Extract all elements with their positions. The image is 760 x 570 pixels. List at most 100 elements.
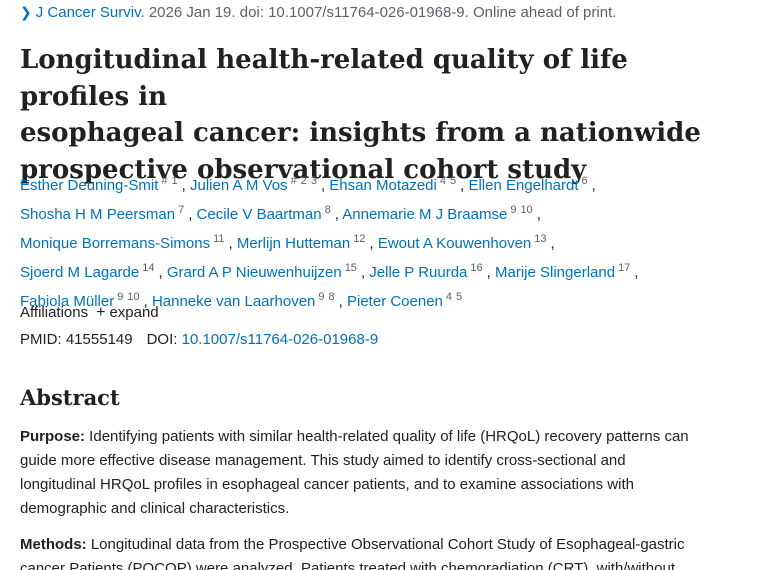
affiliations-label[interactable]: Affiliations	[20, 304, 89, 321]
affiliation-marker[interactable]: 8	[324, 204, 331, 216]
author-line: Monique Borremans-Simons 11, Merlijn Hutt…	[20, 227, 740, 256]
affiliation-marker[interactable]: 15	[344, 262, 357, 274]
affiliation-marker[interactable]: 10	[520, 204, 533, 216]
affiliation-marker[interactable]: 9	[510, 204, 517, 216]
author-separator: ,	[338, 293, 347, 310]
citation-details: 2026 Jan 19. doi: 10.1007/s11764-026-019…	[148, 4, 617, 21]
affiliation-marker[interactable]: 16	[470, 262, 483, 274]
author-link[interactable]: Julien A M Vos	[190, 177, 288, 194]
author-separator: ,	[360, 264, 370, 281]
author-separator: ,	[320, 177, 330, 194]
affiliation-markers[interactable]: 17	[618, 262, 634, 274]
plus-icon[interactable]: +	[96, 304, 106, 321]
author-link[interactable]: Hanneke van Laarhoven	[151, 293, 316, 310]
affiliation-marker[interactable]: 1	[171, 175, 178, 187]
affiliation-marker[interactable]: 9	[117, 291, 124, 303]
affiliation-marker[interactable]: 17	[618, 262, 631, 274]
author-list: Esther Deuning-Smit #1, Julien A M Vos #2 3…	[20, 169, 740, 314]
abstract-line: Methods: Longitudinal data from the Pros…	[20, 536, 685, 553]
author-link[interactable]: Esther Deuning-Smit	[20, 177, 159, 194]
abstract-line: guide more effective disease management.…	[20, 452, 626, 469]
pmid-label: PMID:	[20, 331, 62, 348]
author-line: Shosha H M Peersman 7, Cecile V Baartman 8…	[20, 198, 740, 227]
abstract-line: cancer Patients (POCOP) were analyzed. P…	[20, 560, 676, 570]
author-link[interactable]: Marije Slingerland	[495, 264, 616, 281]
author-link[interactable]: Cecile V Baartman	[196, 206, 322, 223]
author-separator: ,	[486, 264, 495, 281]
author-link[interactable]: Monique Borremans-Simons	[20, 235, 211, 252]
affiliation-marker[interactable]: 5	[456, 291, 463, 303]
affiliation-marker[interactable]: 3	[310, 175, 317, 187]
article-title: Longitudinal health-related quality of l…	[20, 42, 745, 188]
affiliation-marker[interactable]: 13	[534, 233, 547, 245]
affiliation-marker[interactable]: 8	[328, 291, 335, 303]
author-link[interactable]: Merlijn Hutteman	[236, 235, 351, 252]
purpose-label: Purpose:	[20, 428, 86, 445]
affiliation-markers[interactable]: 9 10	[510, 204, 536, 216]
affiliation-markers[interactable]: 9 10	[117, 291, 143, 303]
author-separator: ,	[143, 293, 152, 310]
chevron-right-icon[interactable]: ❯	[20, 4, 32, 20]
author-link[interactable]: Sjoerd M Lagarde	[20, 264, 140, 281]
identifiers: PMID: 41555149 DOI: 10.1007/s11764-026-01…	[20, 331, 378, 348]
affiliation-marker[interactable]: 2	[300, 175, 307, 187]
affiliation-markers[interactable]: 13	[534, 233, 550, 245]
author-link[interactable]: Ehsan Motazedi	[329, 177, 437, 194]
methods-label: Methods:	[20, 536, 87, 553]
pmid-value: 41555149	[65, 331, 133, 348]
affiliation-marker[interactable]: 11	[213, 233, 225, 245]
author-line: Fabiola Müller 9 10, Hanneke van Laarhoven…	[20, 285, 740, 314]
author-link[interactable]: Fabiola Müller	[20, 293, 115, 310]
citation-line: ❯ J Cancer Surviv. 2026 Jan 19. doi: 10.1…	[20, 4, 616, 21]
journal-link[interactable]: J Cancer Surviv.	[35, 4, 145, 21]
affiliations-toggle[interactable]: Affiliations + expand	[20, 304, 159, 322]
title-line: Longitudinal health-related quality of l…	[20, 45, 628, 112]
affiliation-markers[interactable]: 14	[142, 262, 158, 274]
affiliation-marker[interactable]: 9	[318, 291, 325, 303]
author-separator: ,	[460, 177, 469, 194]
affiliation-marker[interactable]: 10	[127, 291, 140, 303]
affiliation-markers[interactable]: 15	[345, 262, 361, 274]
author-link[interactable]: Ellen Engelhardt	[468, 177, 579, 194]
affiliation-marker[interactable]: 6	[581, 175, 588, 187]
affiliation-markers[interactable]: 8	[325, 204, 335, 216]
affiliation-marker[interactable]: #	[161, 175, 168, 187]
author-link[interactable]: Jelle P Ruurda	[369, 264, 468, 281]
author-separator: ,	[550, 235, 555, 252]
expand-button[interactable]: expand	[109, 304, 159, 321]
methods-paragraph: Methods: Longitudinal data from the Pros…	[20, 533, 740, 570]
author-link[interactable]: Shosha H M Peersman	[20, 206, 176, 223]
abstract-line: Purpose: Identifying patients with simil…	[20, 428, 689, 445]
affiliation-marker[interactable]: #	[290, 175, 297, 187]
affiliation-marker[interactable]: 14	[142, 262, 155, 274]
affiliation-markers[interactable]: 11	[213, 233, 228, 245]
affiliation-markers[interactable]: #2 3	[291, 175, 321, 187]
affiliation-markers[interactable]: 16	[470, 262, 486, 274]
author-separator: ,	[158, 264, 167, 281]
affiliation-markers[interactable]: 7	[178, 204, 188, 216]
abstract-heading: Abstract	[20, 385, 120, 410]
affiliation-markers[interactable]: #1	[161, 175, 181, 187]
author-line: Sjoerd M Lagarde 14, Grard A P Nieuwenhui…	[20, 256, 740, 285]
author-separator: ,	[536, 206, 541, 223]
title-line: prospective observational cohort study	[20, 154, 587, 185]
author-link[interactable]: Annemarie M J Braamse	[342, 206, 508, 223]
purpose-paragraph: Purpose: Identifying patients with simil…	[20, 425, 740, 521]
author-link[interactable]: Grard A P Nieuwenhuijzen	[166, 264, 342, 281]
abstract-line: demographic and clinical characteristics…	[20, 500, 290, 517]
affiliation-marker[interactable]: 4	[445, 291, 453, 303]
author-separator: ,	[181, 177, 190, 194]
affiliation-markers[interactable]: 6	[582, 175, 592, 187]
affiliation-marker[interactable]: 12	[353, 233, 366, 245]
author-link[interactable]: Pieter Coenen	[347, 293, 443, 310]
author-link[interactable]: Ewout A Kouwenhoven	[377, 235, 532, 252]
affiliation-marker[interactable]: 5	[449, 175, 457, 187]
affiliation-marker[interactable]: 7	[178, 204, 185, 216]
doi-link[interactable]: 10.1007/s11764-026-01968-9	[181, 331, 379, 348]
affiliation-marker[interactable]: 4	[439, 175, 446, 187]
affiliation-markers[interactable]: 12	[353, 233, 369, 245]
